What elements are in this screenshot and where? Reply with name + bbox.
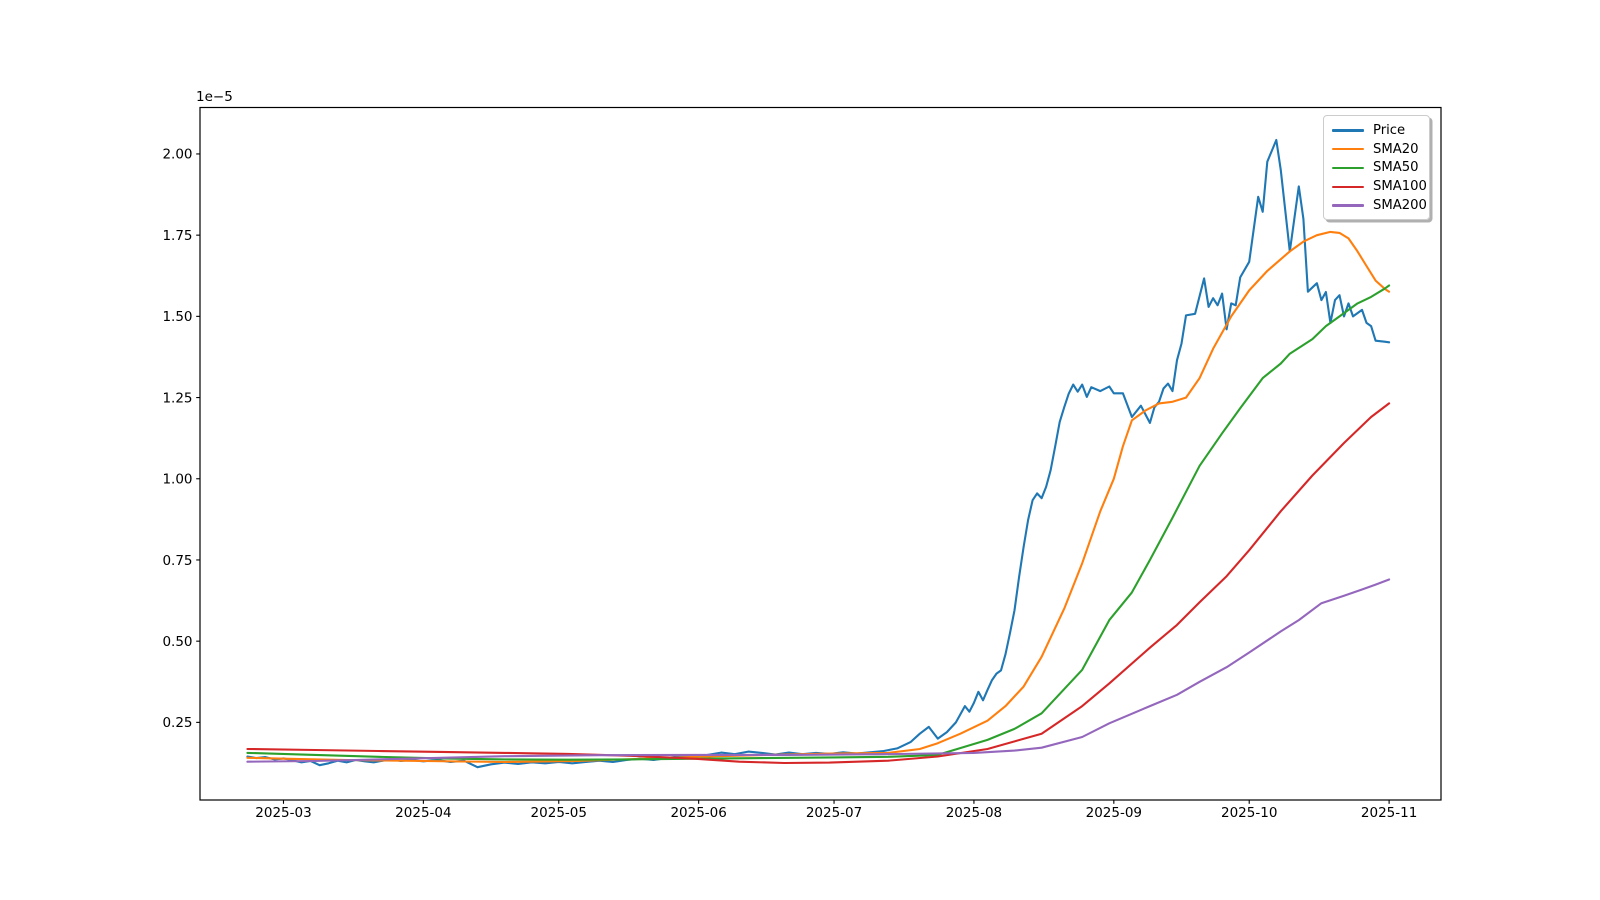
y-tick-label: 1.50 xyxy=(162,309,192,325)
legend-entry-price: Price xyxy=(1332,121,1422,140)
x-tick-label: 2025-10 xyxy=(1221,805,1277,821)
x-tick-label: 2025-03 xyxy=(255,805,311,821)
y-axis-offset-text: 1e−5 xyxy=(196,89,233,105)
legend-entry-label: SMA100 xyxy=(1373,179,1427,195)
y-tick-label: 1.75 xyxy=(162,228,192,244)
legend-line-sample-icon xyxy=(1332,204,1364,207)
legend-line-sample-icon xyxy=(1332,129,1364,132)
y-tick-label: 0.25 xyxy=(162,715,192,731)
y-tick-label: 0.50 xyxy=(162,634,192,650)
legend-entry-sma200: SMA200 xyxy=(1332,196,1427,215)
legend-entry-label: SMA20 xyxy=(1373,141,1419,157)
legend-entry-label: SMA200 xyxy=(1373,198,1427,214)
axis-ticks-layer: 2025-03 2025-04 2025-05 2025-06 2025-07 2025-… xyxy=(162,147,1417,821)
series-line-sma50 xyxy=(246,284,1391,761)
legend-entry-label: Price xyxy=(1373,122,1406,138)
x-tick-label: 2025-04 xyxy=(395,805,451,821)
series-lines-layer xyxy=(246,138,1391,769)
series-line-price xyxy=(246,138,1391,769)
legend-line-sample-icon xyxy=(1332,148,1364,151)
legend-entry-sma20: SMA20 xyxy=(1332,140,1422,159)
legend-entry-sma100: SMA100 xyxy=(1332,177,1427,196)
series-line-sma100 xyxy=(246,402,1391,765)
x-tick-label: 2025-08 xyxy=(946,805,1002,821)
legend-entry-label: SMA50 xyxy=(1373,160,1419,176)
y-tick-label: 1.00 xyxy=(162,472,192,488)
legend-line-sample-icon xyxy=(1332,185,1364,188)
legend-box: Price SMA20 SMA50 SMA100 SMA200 xyxy=(1323,115,1430,220)
series-line-sma200 xyxy=(246,578,1391,763)
x-tick-label: 2025-07 xyxy=(806,805,862,821)
legend-line-sample-icon xyxy=(1332,166,1364,170)
y-tick-label: 0.75 xyxy=(162,553,192,569)
x-tick-label: 2025-06 xyxy=(670,805,726,821)
x-tick-label: 2025-11 xyxy=(1361,805,1417,821)
y-tick-label: 2.00 xyxy=(162,147,192,163)
axes-spines xyxy=(199,106,1442,801)
legend-entry-sma50: SMA50 xyxy=(1332,159,1422,178)
x-tick-label: 2025-09 xyxy=(1086,805,1142,821)
x-tick-label: 2025-05 xyxy=(531,805,587,821)
y-tick-label: 1.25 xyxy=(162,390,192,406)
